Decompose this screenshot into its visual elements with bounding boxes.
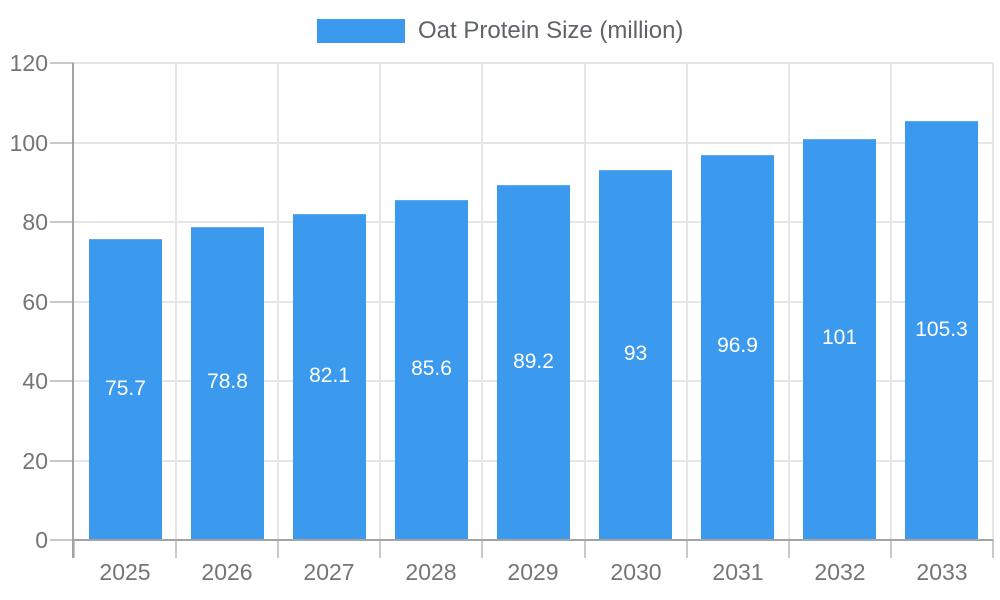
y-tick-label: 20 [22, 448, 48, 474]
x-axis-tick [788, 540, 790, 558]
y-axis-tick [50, 142, 74, 144]
y-axis-tick [50, 460, 74, 462]
x-axis-line [72, 539, 993, 541]
bar[interactable] [701, 155, 774, 541]
bar[interactable] [803, 139, 876, 541]
x-gridline [686, 63, 688, 540]
y-axis-tick [50, 380, 74, 382]
y-tick-label: 0 [35, 527, 48, 553]
x-tick-label: 2025 [99, 559, 151, 585]
bar-value-label: 96.9 [717, 334, 758, 357]
bar-value-label: 89.2 [513, 350, 554, 373]
x-axis-tick [175, 540, 177, 558]
bar[interactable] [191, 227, 264, 541]
x-tick-label: 2029 [507, 559, 559, 585]
y-axis-tick [50, 62, 74, 64]
y-axis-tick [50, 539, 74, 541]
x-tick-label: 2031 [712, 559, 764, 585]
legend-item[interactable]: Oat Protein Size (million) [317, 17, 683, 45]
y-axis-tick [50, 221, 74, 223]
legend-label: Oat Protein Size (million) [418, 17, 684, 44]
x-axis-tick [379, 540, 381, 558]
bar[interactable] [395, 200, 468, 541]
y-axis-tick [50, 301, 74, 303]
x-tick-label: 2026 [201, 559, 253, 585]
x-axis-tick [890, 540, 892, 558]
bar[interactable] [905, 121, 978, 541]
x-gridline [788, 63, 790, 540]
x-tick-label: 2027 [303, 559, 355, 585]
bar-value-label: 93 [623, 342, 648, 365]
x-gridline [175, 63, 177, 540]
x-axis-tick [481, 540, 483, 558]
y-tick-label: 80 [22, 209, 48, 235]
x-gridline [277, 63, 279, 540]
x-gridline [584, 63, 586, 540]
bar[interactable] [497, 185, 570, 541]
x-gridline [992, 63, 994, 540]
y-gridline [74, 142, 993, 144]
x-gridline [481, 63, 483, 540]
y-tick-label: 100 [9, 130, 48, 156]
x-gridline [379, 63, 381, 540]
y-axis-line [72, 63, 74, 558]
y-tick-label: 40 [22, 368, 48, 394]
bar-value-label: 101 [821, 326, 858, 349]
y-tick-label: 60 [22, 289, 48, 315]
bar[interactable] [89, 239, 162, 541]
y-tick-label: 120 [9, 50, 48, 76]
x-tick-label: 2033 [916, 559, 968, 585]
bar-value-label: 75.7 [105, 377, 146, 400]
bar[interactable] [599, 170, 672, 541]
x-tick-label: 2032 [814, 559, 866, 585]
x-tick-label: 2028 [405, 559, 457, 585]
x-tick-label: 2030 [610, 559, 662, 585]
x-axis-tick [992, 540, 994, 558]
x-gridline [890, 63, 892, 540]
bar-value-label: 82.1 [309, 364, 350, 387]
legend-swatch-icon [317, 19, 405, 43]
bar-value-label: 78.8 [207, 370, 248, 393]
x-axis-tick [686, 540, 688, 558]
bar[interactable] [293, 214, 366, 541]
x-axis-tick [277, 540, 279, 558]
x-axis-tick [584, 540, 586, 558]
x-axis-tick [73, 540, 75, 558]
bar-value-label: 105.3 [915, 318, 968, 341]
y-gridline [74, 62, 993, 64]
bar-value-label: 85.6 [411, 357, 452, 380]
